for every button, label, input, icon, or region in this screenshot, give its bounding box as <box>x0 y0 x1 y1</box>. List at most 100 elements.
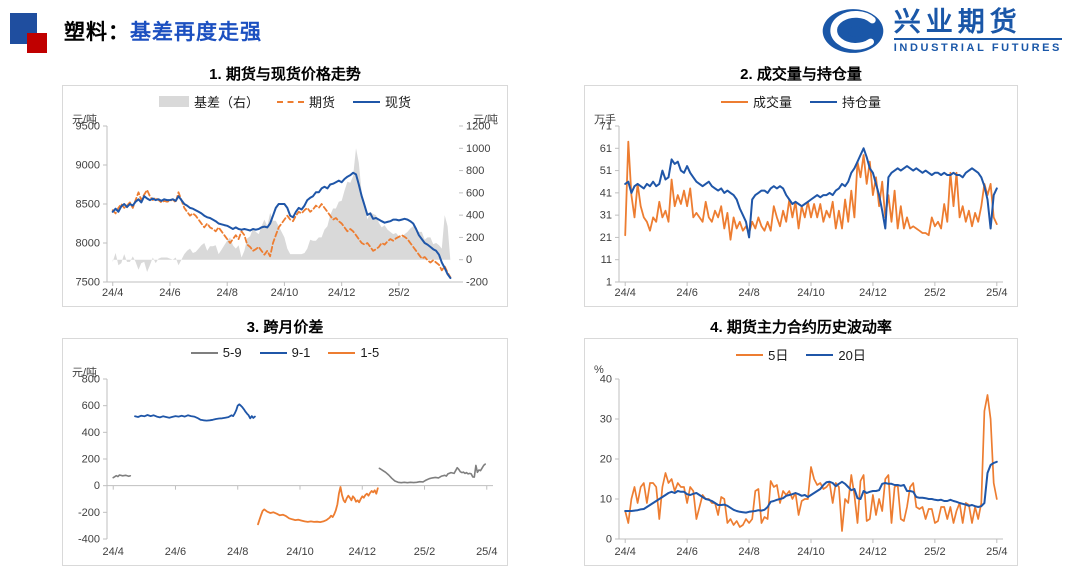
legend-swatch-line <box>720 100 748 103</box>
chart-legend: 基差（右） 期货 现货 <box>63 92 507 111</box>
svg-text:25/4: 25/4 <box>476 546 497 558</box>
chart-box: 5-9 9-1 1-5 元/吨 -400 -200 0 200 400 600 800 24/4 2… <box>62 338 508 566</box>
svg-text:51: 51 <box>600 165 612 177</box>
svg-text:25/4: 25/4 <box>986 287 1007 299</box>
svg-text:9500: 9500 <box>76 121 100 133</box>
legend-label: 20日 <box>838 348 866 363</box>
brand-logo: 兴业期货 INDUSTRIAL FUTURES <box>821 7 1062 55</box>
svg-text:24/12: 24/12 <box>328 287 356 299</box>
svg-text:31: 31 <box>600 210 612 222</box>
svg-text:600: 600 <box>466 187 484 199</box>
chart-legend: 成交量 持仓量 <box>585 92 1017 111</box>
svg-text:-200: -200 <box>466 277 488 289</box>
svg-text:20: 20 <box>600 454 612 466</box>
legend-swatch-line <box>328 351 356 354</box>
svg-text:8500: 8500 <box>76 199 100 211</box>
svg-text:24/12: 24/12 <box>348 546 376 558</box>
legend-label: 基差（右） <box>193 95 259 110</box>
y-axis-unit-left: 元/吨 <box>72 114 98 126</box>
page-title-prefix: 塑料： <box>64 21 130 44</box>
svg-text:24/6: 24/6 <box>676 287 697 299</box>
legend-item: 持仓量 <box>810 92 881 111</box>
svg-text:-200: -200 <box>78 507 100 519</box>
y-axis-unit-left: 万手 <box>594 114 616 126</box>
chart-panel-price-trend: 1. 期货与现货价格走势 基差（右） 期货 现货 元/吨 元/吨 7500 8000 8… <box>62 63 508 307</box>
y-axis-unit-left: % <box>594 364 604 376</box>
legend-swatch-line <box>259 351 287 354</box>
svg-text:24/6: 24/6 <box>165 546 186 558</box>
legend-swatch-area <box>158 96 189 107</box>
svg-text:1: 1 <box>606 277 612 289</box>
chart-box: 5日 20日 % 0 10 20 30 40 24/4 24/6 24/8 24/10 24/12 2… <box>584 338 1018 566</box>
chart-legend: 5-9 9-1 1-5 <box>63 345 507 360</box>
svg-text:30: 30 <box>600 414 612 426</box>
legend-swatch-line <box>736 353 764 356</box>
chart-title: 3. 跨月价差 <box>246 319 324 336</box>
chart-panel-volume-oi: 2. 成交量与持仓量 成交量 持仓量 万手 1 11 21 31 41 51 61 71 24/4… <box>584 63 1018 307</box>
svg-text:25/2: 25/2 <box>388 287 409 299</box>
legend-label: 现货 <box>385 95 412 110</box>
svg-text:25/2: 25/2 <box>414 546 435 558</box>
svg-text:25/2: 25/2 <box>924 546 945 558</box>
svg-text:24/10: 24/10 <box>797 546 825 558</box>
svg-text:71: 71 <box>600 121 612 133</box>
legend-item: 成交量 <box>720 92 792 111</box>
chart-legend: 5日 20日 <box>585 345 1017 364</box>
chart-canvas-calendar-spread: -400 -200 0 200 400 600 800 24/4 24/6 24/8 24/10 24… <box>78 374 498 559</box>
svg-text:1000: 1000 <box>466 143 490 155</box>
chart-panel-calendar-spread: 3. 跨月价差 5-9 9-1 1-5 元/吨 -400 -200 0 200 400 600… <box>62 316 508 566</box>
svg-text:61: 61 <box>600 143 612 155</box>
legend-item: 现货 <box>353 92 411 111</box>
svg-text:24/6: 24/6 <box>159 287 180 299</box>
svg-text:200: 200 <box>82 454 100 466</box>
svg-text:24/12: 24/12 <box>859 546 887 558</box>
svg-text:24/4: 24/4 <box>102 287 123 299</box>
brand-name-en: INDUSTRIAL FUTURES <box>893 38 1062 54</box>
svg-text:24/4: 24/4 <box>614 287 635 299</box>
legend-label: 9-1 <box>291 345 311 360</box>
svg-text:0: 0 <box>606 534 612 546</box>
svg-text:7500: 7500 <box>76 277 100 289</box>
svg-text:24/10: 24/10 <box>271 287 299 299</box>
legend-label: 1-5 <box>360 345 380 360</box>
svg-text:24/10: 24/10 <box>286 546 314 558</box>
svg-text:24/12: 24/12 <box>859 287 887 299</box>
legend-label: 成交量 <box>752 95 792 110</box>
header-accent-square-red <box>27 33 47 53</box>
svg-text:24/10: 24/10 <box>797 287 825 299</box>
brand-swirl-icon <box>822 9 884 53</box>
svg-text:25/2: 25/2 <box>924 287 945 299</box>
svg-text:25/4: 25/4 <box>986 546 1007 558</box>
svg-text:24/4: 24/4 <box>614 546 635 558</box>
chart-canvas-price-trend: 7500 8000 8500 9000 9500 -200 0 200 400 600 800 100… <box>76 121 491 300</box>
legend-swatch-dash <box>276 100 304 103</box>
chart-box: 基差（右） 期货 现货 元/吨 元/吨 7500 8000 8500 9000 9500 -2… <box>62 85 508 307</box>
svg-text:800: 800 <box>466 165 484 177</box>
svg-text:11: 11 <box>601 254 612 266</box>
y-axis-unit-left: 元/吨 <box>72 367 98 379</box>
svg-text:24/8: 24/8 <box>216 287 237 299</box>
svg-text:40: 40 <box>600 374 612 386</box>
svg-text:24/8: 24/8 <box>227 546 248 558</box>
legend-label: 5日 <box>768 348 789 363</box>
chart-canvas-volatility: 0 10 20 30 40 24/4 24/6 24/8 24/10 24/12 25/2 25/4 <box>600 374 1008 559</box>
svg-text:200: 200 <box>466 232 484 244</box>
svg-text:-400: -400 <box>78 534 100 546</box>
svg-text:21: 21 <box>600 232 612 244</box>
legend-item: 5日 <box>736 345 788 364</box>
svg-text:9000: 9000 <box>76 160 100 172</box>
legend-swatch-line <box>190 351 218 354</box>
legend-swatch-line <box>810 100 837 103</box>
brand-name-cn: 兴业期货 <box>893 6 1022 37</box>
legend-label: 期货 <box>308 95 335 110</box>
svg-text:24/8: 24/8 <box>738 287 759 299</box>
svg-text:41: 41 <box>600 187 612 199</box>
svg-text:24/6: 24/6 <box>676 546 697 558</box>
legend-item: 期货 <box>276 92 335 111</box>
svg-text:600: 600 <box>82 400 100 412</box>
svg-text:1200: 1200 <box>466 121 490 133</box>
legend-item: 基差（右） <box>158 92 259 111</box>
legend-swatch-line <box>353 100 380 103</box>
page-title: 塑料：基差再度走强 <box>64 16 262 46</box>
